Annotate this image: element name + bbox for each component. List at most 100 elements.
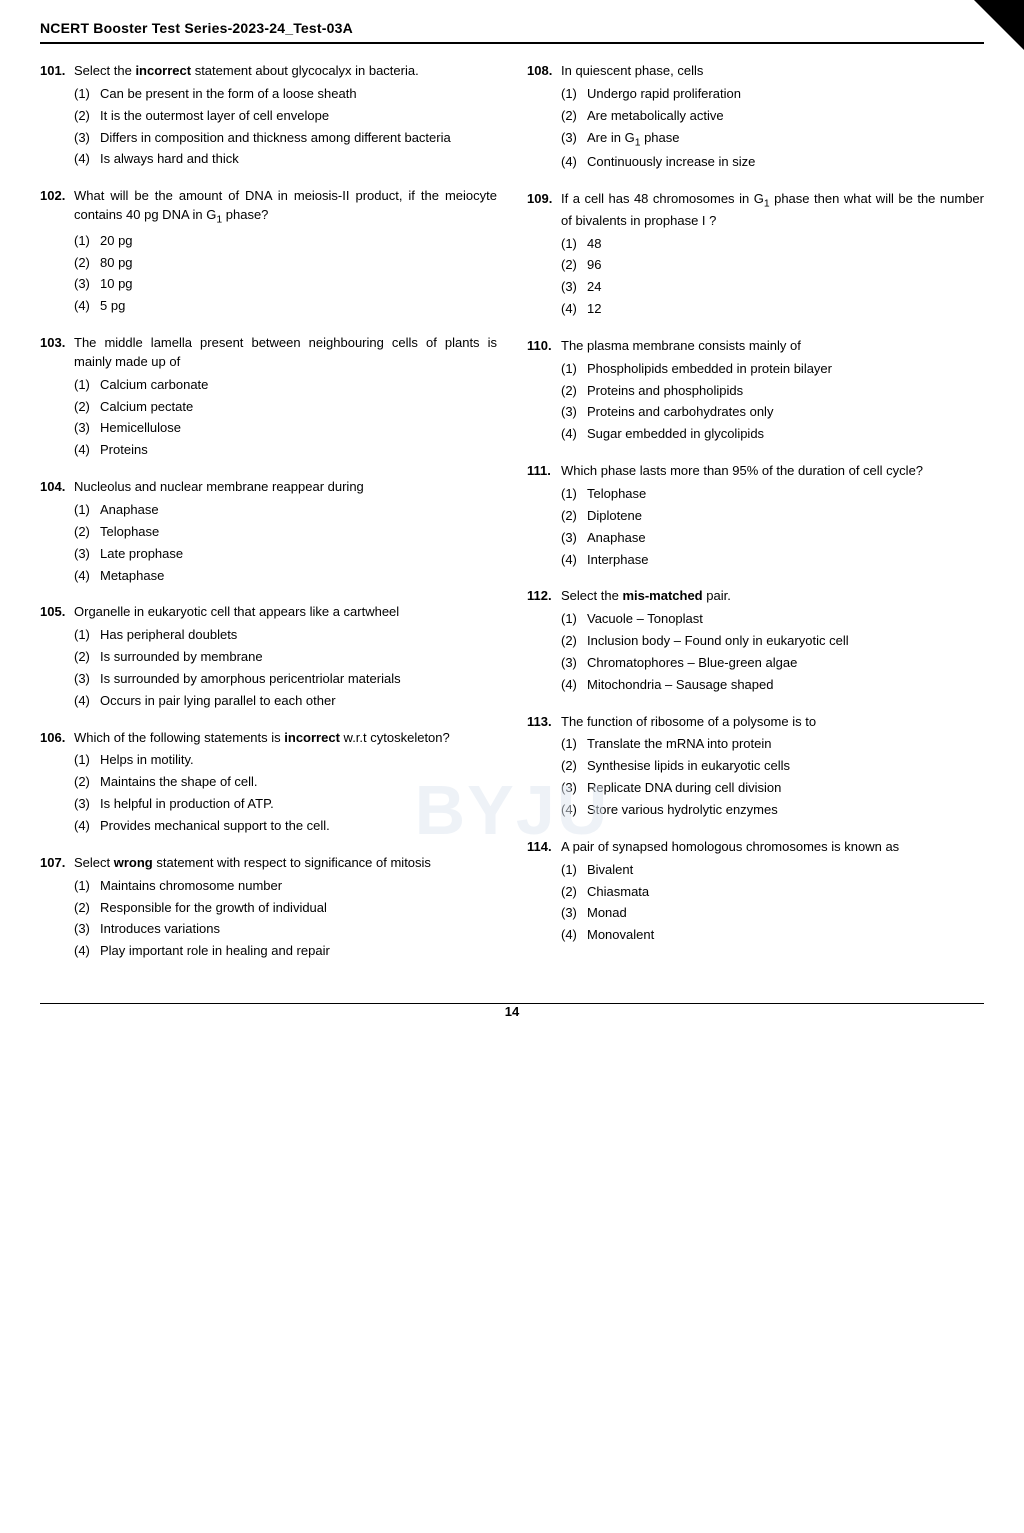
question: 112.Select the mis-matched pair.(1)Vacuo…	[527, 587, 984, 694]
option-text: Replicate DNA during cell division	[587, 779, 984, 798]
option-text: Store various hydrolytic enzymes	[587, 801, 984, 820]
question-text: What will be the amount of DNA in meiosi…	[74, 187, 497, 228]
option-text: Metaphase	[100, 567, 497, 586]
option: (4)Mitochondria – Sausage shaped	[561, 676, 984, 695]
option-number: (2)	[561, 382, 587, 401]
option: (3)Hemicellulose	[74, 419, 497, 438]
question: 107.Select wrong statement with respect …	[40, 854, 497, 961]
option-number: (2)	[74, 523, 100, 542]
page-number: 14	[505, 1004, 519, 1019]
option-text: Are metabolically active	[587, 107, 984, 126]
option-number: (2)	[561, 757, 587, 776]
question-text: Nucleolus and nuclear membrane reappear …	[74, 478, 497, 497]
question-number: 106.	[40, 729, 74, 748]
option-number: (3)	[74, 129, 100, 148]
option: (1)Phospholipids embedded in protein bil…	[561, 360, 984, 379]
option: (4)Interphase	[561, 551, 984, 570]
option-text: 10 pg	[100, 275, 497, 294]
option-number: (2)	[561, 507, 587, 526]
option: (1)Has peripheral doublets	[74, 626, 497, 645]
option: (4)Proteins	[74, 441, 497, 460]
option: (2)Synthesise lipids in eukaryotic cells	[561, 757, 984, 776]
option: (3)Replicate DNA during cell division	[561, 779, 984, 798]
question: 111.Which phase lasts more than 95% of t…	[527, 462, 984, 569]
options-list: (1)Helps in motility.(2)Maintains the sh…	[40, 751, 497, 835]
option-number: (4)	[74, 150, 100, 169]
option-text: Monovalent	[587, 926, 984, 945]
option-number: (1)	[561, 360, 587, 379]
option: (3)Introduces variations	[74, 920, 497, 939]
option-number: (2)	[74, 648, 100, 667]
question-text: Select the incorrect statement about gly…	[74, 62, 497, 81]
page-footer: 14	[40, 1003, 984, 1019]
option: (2)Are metabolically active	[561, 107, 984, 126]
question-number: 101.	[40, 62, 74, 81]
option-number: (1)	[74, 751, 100, 770]
right-column: 108.In quiescent phase, cells(1)Undergo …	[527, 62, 984, 979]
option-text: Differs in composition and thickness amo…	[100, 129, 497, 148]
option: (1)Vacuole – Tonoplast	[561, 610, 984, 629]
question-text: Organelle in eukaryotic cell that appear…	[74, 603, 497, 622]
option-text: Occurs in pair lying parallel to each ot…	[100, 692, 497, 711]
option-number: (2)	[561, 256, 587, 275]
option: (3)Is surrounded by amorphous pericentri…	[74, 670, 497, 689]
option: (1)48	[561, 235, 984, 254]
option-text: Translate the mRNA into protein	[587, 735, 984, 754]
option-number: (1)	[561, 610, 587, 629]
option-text: Undergo rapid proliferation	[587, 85, 984, 104]
option-number: (1)	[561, 735, 587, 754]
option: (3)Differs in composition and thickness …	[74, 129, 497, 148]
question: 109.If a cell has 48 chromosomes in G1 p…	[527, 190, 984, 319]
options-list: (1)Bivalent(2)Chiasmata(3)Monad(4)Monova…	[527, 861, 984, 945]
question: 104.Nucleolus and nuclear membrane reapp…	[40, 478, 497, 585]
option-number: (1)	[561, 861, 587, 880]
options-list: (1)Translate the mRNA into protein (2)Syn…	[527, 735, 984, 819]
options-list: (1)Can be present in the form of a loose…	[40, 85, 497, 169]
option-text: 48	[587, 235, 984, 254]
option: (3)Are in G1 phase	[561, 129, 984, 151]
option: (3)Is helpful in production of ATP.	[74, 795, 497, 814]
option-text: Can be present in the form of a loose sh…	[100, 85, 497, 104]
option-number: (4)	[561, 801, 587, 820]
options-list: (1)Anaphase(2)Telophase(3)Late prophase(…	[40, 501, 497, 585]
option-text: Are in G1 phase	[587, 129, 984, 151]
option-number: (2)	[561, 107, 587, 126]
option-text: Diplotene	[587, 507, 984, 526]
options-list: (1)20 pg(2)80 pg(3)10 pg(4)5 pg	[40, 232, 497, 316]
question-number: 108.	[527, 62, 561, 81]
question-number: 111.	[527, 462, 561, 481]
option-number: (4)	[74, 441, 100, 460]
option-number: (2)	[561, 632, 587, 651]
option: (4)Metaphase	[74, 567, 497, 586]
option: (2)It is the outermost layer of cell env…	[74, 107, 497, 126]
option-text: Is always hard and thick	[100, 150, 497, 169]
option-text: Continuously increase in size	[587, 153, 984, 172]
option: (1)Telophase	[561, 485, 984, 504]
option-text: Hemicellulose	[100, 419, 497, 438]
option-number: (2)	[74, 899, 100, 918]
option-number: (1)	[74, 232, 100, 251]
option-text: Provides mechanical support to the cell.	[100, 817, 497, 836]
option-text: Introduces variations	[100, 920, 497, 939]
option-text: Chromatophores – Blue-green algae	[587, 654, 984, 673]
option-number: (1)	[74, 501, 100, 520]
question-text: The function of ribosome of a polysome i…	[561, 713, 984, 732]
question: 103.The middle lamella present between n…	[40, 334, 497, 460]
question-text: Select the mis-matched pair.	[561, 587, 984, 606]
option-text: 12	[587, 300, 984, 319]
question-text: The plasma membrane consists mainly of	[561, 337, 984, 356]
option-number: (2)	[74, 254, 100, 273]
option-number: (3)	[74, 545, 100, 564]
option-number: (1)	[74, 877, 100, 896]
option-number: (4)	[74, 567, 100, 586]
option-number: (3)	[561, 529, 587, 548]
option-text: Anaphase	[100, 501, 497, 520]
options-list: (1)48(2)96(3)24(4)12	[527, 235, 984, 319]
option-text: 96	[587, 256, 984, 275]
question-number: 107.	[40, 854, 74, 873]
option-number: (3)	[561, 779, 587, 798]
option: (1)Can be present in the form of a loose…	[74, 85, 497, 104]
question-number: 109.	[527, 190, 561, 209]
question-text: The middle lamella present between neigh…	[74, 334, 497, 372]
option: (4)Store various hydrolytic enzymes	[561, 801, 984, 820]
